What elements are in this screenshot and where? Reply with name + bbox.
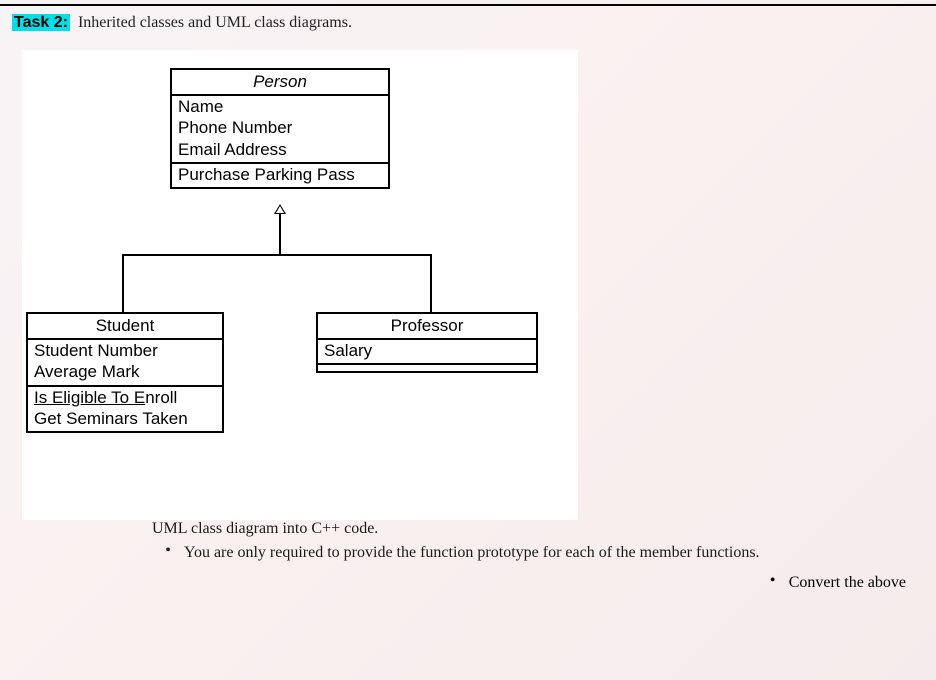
method-text-part: Is Eligible To [34, 388, 134, 407]
bullet-list: • You are only required to provide the f… [24, 542, 916, 564]
bullet-text: You are only required to provide the fun… [184, 542, 916, 564]
uml-diagram: Person Name Phone Number Email Address P… [22, 50, 578, 520]
method-text-part: E [134, 388, 145, 407]
bullet-text: Convert the above [789, 572, 906, 594]
uml-attributes-section: Salary [318, 340, 536, 365]
uml-class-professor: Professor Salary [316, 312, 538, 373]
connector-line [122, 254, 124, 312]
uml-attribute: Phone Number [178, 117, 382, 138]
task-description: Inherited classes and UML class diagrams… [78, 14, 352, 31]
uml-class-title: Person [172, 70, 388, 96]
uml-attribute: Email Address [178, 139, 382, 160]
uml-method: Get Seminars Taken [34, 408, 216, 429]
bullet-item: • You are only required to provide the f… [152, 542, 916, 564]
uml-class-title: Professor [318, 314, 536, 340]
uml-method: Is Eligible To Enroll [34, 387, 216, 408]
uml-methods-section: Is Eligible To Enroll Get Seminars Taken [28, 387, 222, 432]
task-label: Task 2: [12, 14, 70, 31]
connector-line [122, 254, 430, 256]
connector-line [430, 254, 432, 312]
uml-attribute: Name [178, 96, 382, 117]
uml-attribute: Average Mark [34, 361, 216, 382]
bullet-icon: • [757, 572, 789, 594]
uml-class-title: Student [28, 314, 222, 340]
uml-attribute: Student Number [34, 340, 216, 361]
connector-line [279, 214, 281, 254]
uml-attributes-section: Name Phone Number Email Address [172, 96, 388, 164]
bullet-item: • Convert the above [757, 572, 906, 594]
uml-attributes-section: Student Number Average Mark [28, 340, 222, 387]
uml-method: Purchase Parking Pass [178, 164, 382, 185]
task-header: Task 2: Inherited classes and UML class … [0, 4, 936, 32]
uml-methods-section: Purchase Parking Pass [172, 164, 388, 187]
method-text-part: nroll [145, 388, 177, 407]
bullet-continuation: UML class diagram into C++ code. [152, 520, 936, 538]
bullet-icon: • [152, 542, 184, 564]
uml-methods-section [318, 365, 536, 371]
uml-class-student: Student Student Number Average Mark Is E… [26, 312, 224, 433]
uml-attribute: Salary [324, 340, 530, 361]
uml-class-person: Person Name Phone Number Email Address P… [170, 68, 390, 189]
inheritance-arrow-icon [274, 204, 286, 214]
